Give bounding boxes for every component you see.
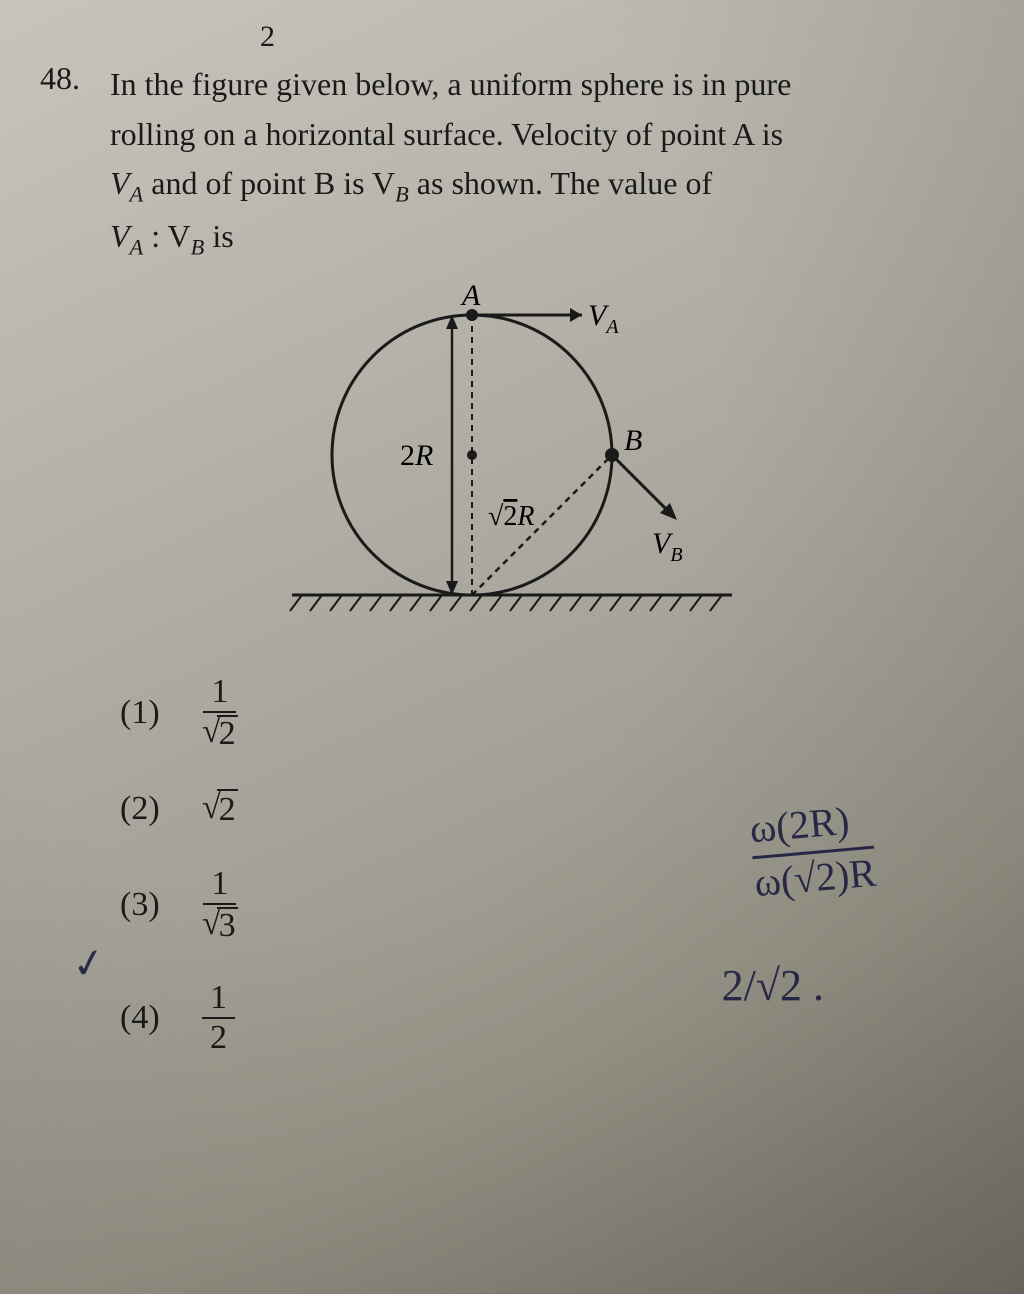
label-2R: 2R [400,439,433,472]
question-text: In the figure given below, a uniform sph… [110,60,984,265]
q-VA-sym: V [110,165,130,201]
question-block: 48. In the figure given below, a uniform… [40,60,984,265]
option-1: (1) 1 √2 [120,675,984,751]
q-line3c: as shown. The value of [417,165,712,201]
diagram-svg: A VA 2R B √2R VB [252,275,772,645]
q-line4c: is [212,218,233,254]
option-4-numerator: 1 [202,981,235,1019]
option-3-denominator: 3 [217,907,238,943]
option-4: (4) 1 2 [120,981,984,1055]
label-VA: VA [588,299,619,338]
option-1-denominator: 2 [217,715,238,751]
q-line2: rolling on a horizontal surface. Velocit… [110,116,783,152]
hand-working-fraction: ω(2R) ω(√2)R [748,795,878,906]
option-2-value: √2 [202,789,238,829]
option-3-numerator: 1 [203,867,236,905]
vb-arrow-line [612,455,672,515]
option-4-value: 1 2 [202,981,235,1055]
ground-hatch [290,595,722,611]
q-line4b: : V [151,218,190,254]
option-1-numerator: 1 [203,675,236,713]
option-2-num: (2) [120,790,180,828]
option-3-value: 1 √3 [202,867,238,943]
option-4-denominator: 2 [210,1019,227,1055]
q-line1: In the figure given below, a uniform sph… [110,66,791,102]
hand-result: 2/√2 . [722,960,824,1011]
diagram: A VA 2R B √2R VB [40,275,984,645]
label-sqrt2R: √2R [488,501,534,532]
label-B: B [624,424,642,457]
q-line3b: and of point B is V [151,165,395,201]
page-fragment-top: 2 [260,20,984,54]
q-VA2-sub: A [130,235,144,260]
label-VB: VB [652,527,683,566]
option-1-num: (1) [120,694,180,732]
option-4-num: (4) [120,999,180,1037]
question-number: 48. [40,60,90,265]
option-1-value: 1 √2 [202,675,238,751]
va-arrow-head [570,308,582,322]
option-3-num: (3) [120,886,180,924]
label-A: A [460,279,481,312]
q-VA-sub: A [130,182,144,207]
q-VB2-sub: B [191,235,205,260]
q-VB-sub: B [395,182,409,207]
q-VA2-sym: V [110,218,130,254]
